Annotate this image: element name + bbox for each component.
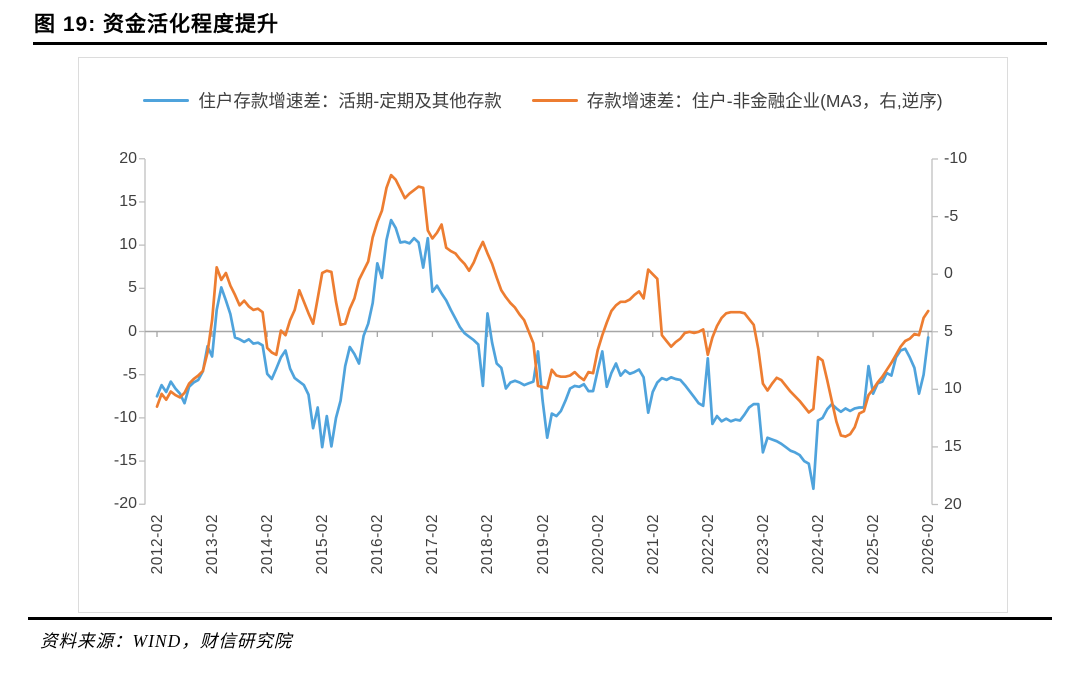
chart-legend: 住户存款增速差：活期-定期及其他存款 存款增速差：住户-非金融企业(MA3，右,… — [80, 88, 1006, 113]
y-axis-right-tick-label: -10 — [944, 150, 968, 167]
y-axis-right-tick-label: 5 — [944, 322, 953, 340]
x-axis-tick-label: 2016-02 — [369, 514, 387, 575]
x-axis-tick-label: 2013-02 — [204, 514, 222, 575]
y-axis-left-tick-label: -10 — [113, 408, 137, 426]
y-axis-left-tick-label: -15 — [113, 452, 137, 470]
x-axis-tick-label: 2017-02 — [424, 514, 442, 575]
y-axis-left-tick-label: 0 — [128, 322, 137, 340]
legend-label: 存款增速差：住户-非金融企业(MA3，右,逆序) — [586, 91, 943, 111]
y-axis-right-tick-label: 0 — [944, 265, 953, 283]
x-axis-tick-label: 2023-02 — [754, 514, 772, 575]
x-axis-tick-label: 2015-02 — [314, 514, 332, 575]
source-note: 资料来源：WIND，财信研究院 — [40, 631, 293, 651]
y-axis-right-tick-label: 20 — [944, 495, 962, 513]
legend-item-household-deposit-gap: 住户存款增速差：活期-定期及其他存款 — [143, 88, 502, 113]
y-axis-right-tick-label: 10 — [944, 380, 962, 398]
x-axis-tick-label: 2019-02 — [534, 514, 552, 575]
x-axis-tick-label: 2018-02 — [479, 514, 497, 575]
x-axis-tick-label: 2022-02 — [699, 514, 717, 575]
y-axis-right-tick-label: 15 — [944, 437, 962, 455]
y-axis-left-tick-label: 20 — [119, 149, 137, 167]
x-axis-tick-label: 2021-02 — [644, 514, 662, 575]
blue-line-swatch-icon — [143, 99, 190, 102]
legend-item-deposit-growth-gap: 存款增速差：住户-非金融企业(MA3，右,逆序) — [531, 88, 943, 113]
legend-label: 住户存款增速差：活期-定期及其他存款 — [198, 91, 502, 111]
footer-divider — [28, 617, 1052, 620]
title-divider — [33, 42, 1047, 45]
x-axis-tick-label: 2012-02 — [149, 514, 166, 575]
y-axis-left-tick-label: -5 — [122, 365, 137, 383]
figure-title: 图 19: 资金活化程度提升 — [34, 13, 280, 36]
y-axis-left-tick-label: 10 — [119, 236, 137, 254]
y-axis-left-tick-label: 15 — [119, 192, 137, 210]
x-axis-tick-label: 2014-02 — [259, 514, 277, 575]
x-axis-tick-label: 2025-02 — [865, 514, 883, 575]
y-axis-left-tick-label: 5 — [128, 279, 137, 297]
y-axis-left-tick-label: -20 — [113, 495, 137, 513]
x-axis-tick-label: 2024-02 — [809, 514, 827, 575]
orange-line-swatch-icon — [531, 99, 578, 102]
y-axis-right-tick-label: -5 — [944, 207, 959, 225]
x-axis-tick-label: 2026-02 — [920, 514, 938, 575]
x-axis-tick-label: 2020-02 — [589, 514, 607, 575]
